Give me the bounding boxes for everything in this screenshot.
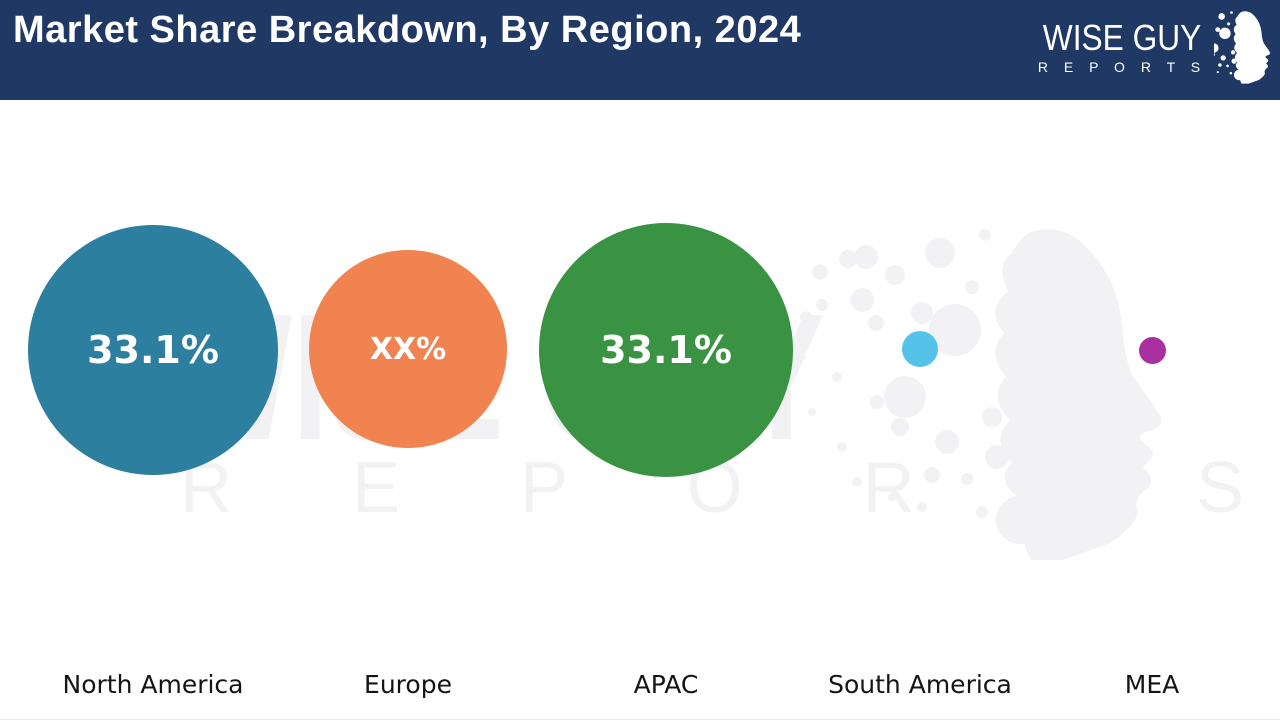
bubble-north-america: 33.1%: [28, 225, 278, 475]
bubble-value-label: 33.1%: [600, 328, 732, 372]
page-title: Market Share Breakdown, By Region, 2024: [13, 9, 802, 51]
wiseguy-head-icon: [1214, 10, 1272, 85]
category-label-mea: MEA: [1124, 670, 1180, 699]
category-label-north-america: North America: [62, 670, 244, 699]
bubble-value-label: 33.1%: [87, 328, 219, 372]
brand-subtitle: R E P O R T S: [1037, 58, 1207, 75]
bubble-south-america: [902, 331, 938, 367]
brand-text: WISE GUY R E P O R T S: [1032, 16, 1212, 75]
brand-logo: WISE GUY R E P O R T S: [1032, 8, 1272, 86]
category-label-south-america: South America: [828, 670, 1012, 699]
bubble-value-label: XX%: [369, 331, 447, 367]
category-label-europe: Europe: [364, 670, 452, 699]
category-label-apac: APAC: [633, 670, 699, 699]
bubble-europe: XX%: [309, 250, 507, 448]
bubble-apac: 33.1%: [539, 223, 793, 477]
brand-name: WISE GUY: [1042, 16, 1202, 58]
bubble-mea: [1138, 336, 1166, 364]
header-bar: Market Share Breakdown, By Region, 2024 …: [0, 0, 1280, 100]
